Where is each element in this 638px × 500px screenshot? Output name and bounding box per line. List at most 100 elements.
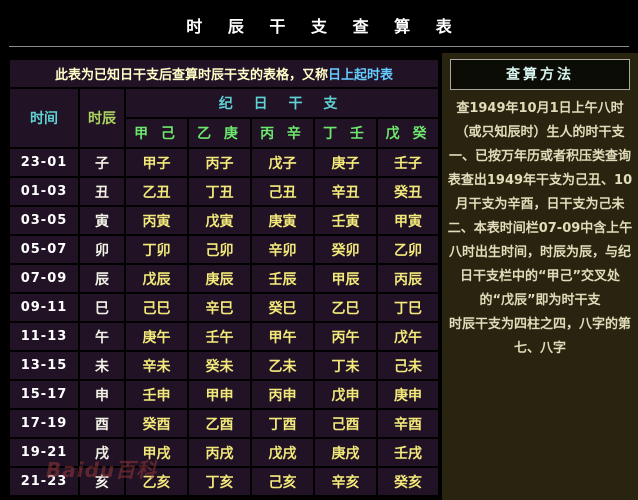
- ganzhi-cell: 壬申: [124, 379, 189, 410]
- method-line-0: 查1949年10月1日上午八时（或只知辰时）生人的时干支: [455, 101, 625, 141]
- ganzhi-cell: 壬戌: [375, 437, 441, 468]
- time-cell: 15-17: [8, 379, 80, 410]
- column-header-hour: 时辰: [78, 87, 126, 149]
- ganzhi-cell: 甲寅: [375, 205, 441, 236]
- ganzhi-cell: 戊午: [375, 321, 441, 352]
- ganzhi-cell: 辛卯: [250, 234, 315, 265]
- ganzhi-cell: 甲戌: [124, 437, 189, 468]
- ganzhi-cell: 戊辰: [124, 263, 189, 294]
- ganzhi-cell: 己卯: [187, 234, 252, 265]
- ganzhi-cell: 癸亥: [375, 466, 441, 497]
- hour-branch-cell: 亥: [78, 466, 126, 497]
- ganzhi-cell: 丁酉: [250, 408, 315, 439]
- ganzhi-cell: 戊寅: [187, 205, 252, 236]
- table-note-text: 此表为已知日干支后查算时辰干支的表格，又称: [55, 68, 329, 83]
- table-row: 15-17 申壬申 甲申 丙申 戊申 庚申: [8, 379, 441, 410]
- ganzhi-cell: 丁未: [313, 350, 378, 381]
- column-header-time: 时间: [8, 87, 80, 149]
- hour-branch-cell: 辰: [78, 263, 126, 294]
- ganzhi-cell: 丁卯: [124, 234, 189, 265]
- ganzhi-cell: 甲辰: [313, 263, 378, 294]
- stem-header-4: 戊 癸: [375, 117, 441, 149]
- hour-branch-cell: 寅: [78, 205, 126, 236]
- ganzhi-cell: 辛丑: [313, 176, 378, 207]
- ganzhi-cell: 丙寅: [124, 205, 189, 236]
- hour-branch-cell: 午: [78, 321, 126, 352]
- ganzhi-cell: 丙申: [250, 379, 315, 410]
- ganzhi-cell: 己亥: [250, 466, 315, 497]
- table-row: 21-23 亥乙亥 丁亥 己亥 辛亥 癸亥: [8, 466, 441, 497]
- ganzhi-cell: 丁巳: [375, 292, 441, 323]
- ganzhi-cell: 癸酉: [124, 408, 189, 439]
- time-cell: 05-07: [8, 234, 80, 265]
- ganzhi-cell: 辛未: [124, 350, 189, 381]
- ganzhi-cell: 丙辰: [375, 263, 441, 294]
- ganzhi-cell: 乙酉: [187, 408, 252, 439]
- ganzhi-cell: 癸未: [187, 350, 252, 381]
- time-cell: 21-23: [8, 466, 80, 497]
- ganzhi-cell: 辛亥: [313, 466, 378, 497]
- ganzhi-cell: 己巳: [124, 292, 189, 323]
- ganzhi-cell: 庚辰: [187, 263, 252, 294]
- ganzhi-cell: 己丑: [250, 176, 315, 207]
- hour-branch-cell: 卯: [78, 234, 126, 265]
- method-panel-header: 查算方法: [450, 59, 630, 90]
- ganzhi-cell: 乙丑: [124, 176, 189, 207]
- ganzhi-cell: 乙巳: [313, 292, 378, 323]
- ganzhi-cell: 癸巳: [250, 292, 315, 323]
- ganzhi-cell: 壬午: [187, 321, 252, 352]
- ganzhi-cell: 戊申: [313, 379, 378, 410]
- time-cell: 09-11: [8, 292, 80, 323]
- table-row: 03-05 寅丙寅 戊寅 庚寅 壬寅 甲寅: [8, 205, 441, 236]
- ganzhi-cell: 癸卯: [313, 234, 378, 265]
- table-row: 23-01 子甲子 丙子 戊子 庚子 壬子: [8, 147, 441, 178]
- ganzhi-cell: 壬子: [375, 147, 441, 178]
- ganzhi-cell: 庚申: [375, 379, 441, 410]
- table-row: 17-19 酉癸酉 乙酉 丁酉 己酉 辛酉: [8, 408, 441, 439]
- table-row: 01-03 丑乙丑 丁丑 己丑 辛丑 癸丑: [8, 176, 441, 207]
- table-row: 19-21 戌甲戌 丙戌 戊戌 庚戌 壬戌: [8, 437, 441, 468]
- hour-branch-cell: 申: [78, 379, 126, 410]
- ganzhi-table: 此表为已知日干支后查算时辰干支的表格，又称日上起时表 时间 时辰 纪 日 干 支…: [7, 58, 441, 497]
- stem-header-2: 丙 辛: [250, 117, 315, 149]
- hour-branch-cell: 子: [78, 147, 126, 178]
- ganzhi-cell: 庚子: [313, 147, 378, 178]
- stem-header-row: 甲 己乙 庚丙 辛丁 壬戊 癸: [9, 117, 441, 149]
- ganzhi-cell: 辛酉: [375, 408, 441, 439]
- title-divider: [9, 46, 629, 47]
- ganzhi-cell: 乙未: [250, 350, 315, 381]
- table-note-highlight: 日上起时表: [328, 68, 394, 83]
- ganzhi-cell: 辛巳: [187, 292, 252, 323]
- table-row: 07-09 辰戊辰 庚辰 壬辰 甲辰 丙辰: [8, 263, 441, 294]
- method-panel-body: 查1949年10月1日上午八时（或只知辰时）生人的时干支 一、已按万年历或者积压类…: [442, 95, 638, 364]
- ganzhi-cell: 庚寅: [250, 205, 315, 236]
- ganzhi-cell: 丁丑: [187, 176, 252, 207]
- time-cell: 03-05: [8, 205, 80, 236]
- time-cell: 23-01: [8, 147, 80, 178]
- hour-branch-cell: 戌: [78, 437, 126, 468]
- ganzhi-cell: 壬辰: [250, 263, 315, 294]
- table-note: 此表为已知日干支后查算时辰干支的表格，又称日上起时表: [7, 58, 441, 89]
- ganzhi-cell: 庚戌: [313, 437, 378, 468]
- time-cell: 17-19: [8, 408, 80, 439]
- time-cell: 07-09: [8, 263, 80, 294]
- ganzhi-cell: 乙卯: [375, 234, 441, 265]
- ganzhi-table-body: 23-01 子甲子 丙子 戊子 庚子 壬子 01-03 丑乙丑 丁丑 己丑 辛丑 癸丑 03-05 寅丙寅…: [8, 147, 441, 497]
- time-cell: 11-13: [8, 321, 80, 352]
- ganzhi-table-section: 此表为已知日干支后查算时辰干支的表格，又称日上起时表 时间 时辰 纪 日 干 支…: [7, 58, 441, 497]
- ganzhi-cell: 己未: [375, 350, 441, 381]
- ganzhi-cell: 乙亥: [124, 466, 189, 497]
- ganzhi-cell: 甲申: [187, 379, 252, 410]
- column-group-header-day-ganzhi: 纪 日 干 支: [123, 87, 441, 119]
- method-line-2: 二、本表时间栏07-09中含上午八时出生时间，时辰为辰，与纪日干支栏中的“甲己”…: [447, 221, 633, 309]
- hour-branch-cell: 丑: [78, 176, 126, 207]
- method-panel: 查算方法 查1949年10月1日上午八时（或只知辰时）生人的时干支 一、已按万年历…: [442, 53, 638, 500]
- time-cell: 19-21: [8, 437, 80, 468]
- page-title: 时 辰 干 支 查 算 表: [186, 17, 462, 36]
- table-row: 13-15 未辛未 癸未 乙未 丁未 己未: [8, 350, 441, 381]
- ganzhi-cell: 丙戌: [187, 437, 252, 468]
- stem-header-0: 甲 己: [124, 117, 189, 149]
- ganzhi-cell: 戊子: [250, 147, 315, 178]
- ganzhi-cell: 甲午: [250, 321, 315, 352]
- time-cell: 01-03: [8, 176, 80, 207]
